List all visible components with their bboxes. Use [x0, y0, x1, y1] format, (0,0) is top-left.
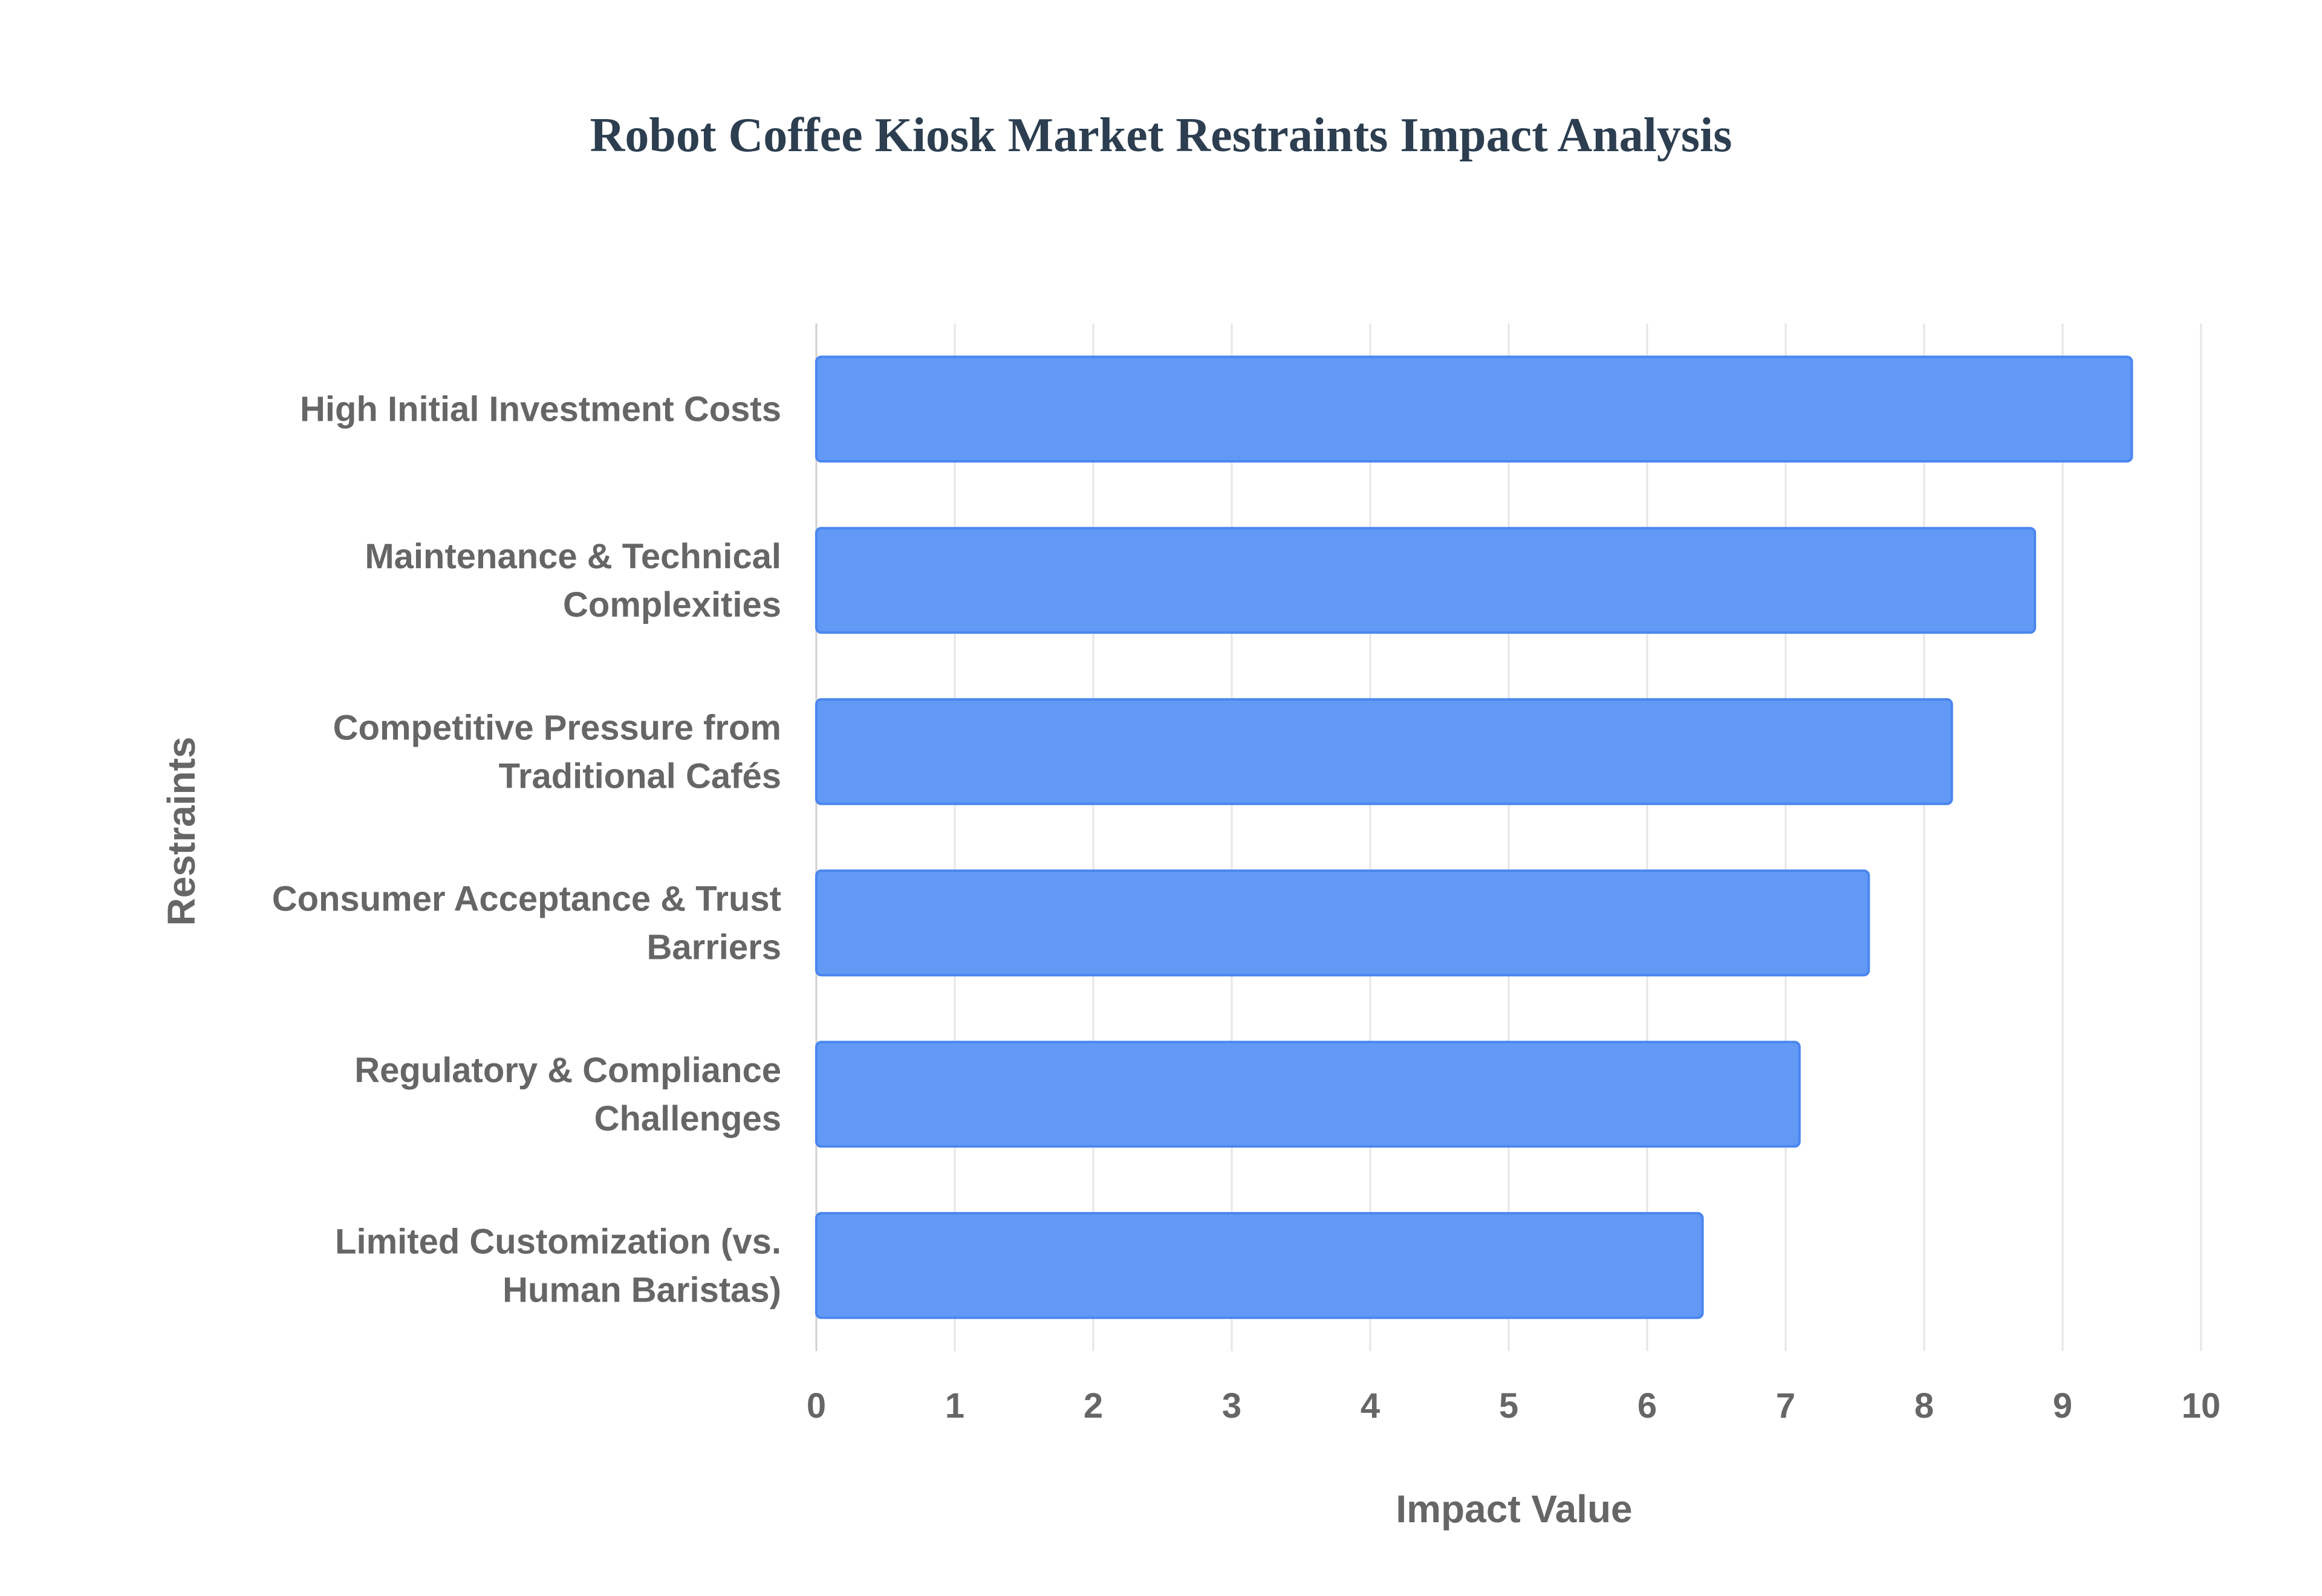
category-label: Regulatory & Compliance Challenges: [354, 1051, 781, 1138]
x-tick-label: 5: [1499, 1386, 1518, 1426]
bar: [815, 698, 1953, 805]
x-tick-label: 7: [1776, 1386, 1795, 1426]
gridlines: [815, 323, 2202, 1351]
bars: [815, 355, 2133, 1319]
bar: [815, 1040, 1801, 1148]
x-axis-title: Impact Value: [1396, 1487, 1632, 1531]
category-label: Competitive Pressure from Traditional Caf…: [333, 708, 781, 796]
x-tick-label: 0: [807, 1386, 826, 1426]
x-tick-label: 1: [945, 1386, 964, 1426]
bar: [815, 527, 2037, 634]
y-axis-title: Restraints: [160, 737, 203, 926]
category-label: Limited Customization (vs. Human Baristas…: [335, 1222, 781, 1309]
bar: [815, 355, 2133, 463]
x-tick-labels: 0 1 2 3 4 5 6 7 8 9 10: [807, 1386, 2220, 1426]
x-tick-label: 6: [1637, 1386, 1657, 1426]
bar: [815, 1212, 1704, 1319]
category-labels: High Initial Investment Costs Maintenance…: [272, 390, 781, 1310]
x-tick-label: 2: [1084, 1386, 1103, 1426]
category-label: Consumer Acceptance & Trust Barriers: [272, 880, 781, 967]
category-label: Maintenance & Technical Complexities: [365, 537, 781, 624]
chart-title: Robot Coffee Kiosk Market Restraints Imp…: [590, 109, 1732, 162]
category-label: High Initial Investment Costs: [300, 390, 781, 429]
bar: [815, 869, 1870, 977]
x-tick-label: 3: [1222, 1386, 1241, 1426]
x-tick-label: 9: [2053, 1386, 2072, 1426]
x-tick-label: 8: [1914, 1386, 1934, 1426]
x-tick-label: 4: [1361, 1386, 1380, 1426]
x-tick-label: 10: [2182, 1386, 2221, 1426]
